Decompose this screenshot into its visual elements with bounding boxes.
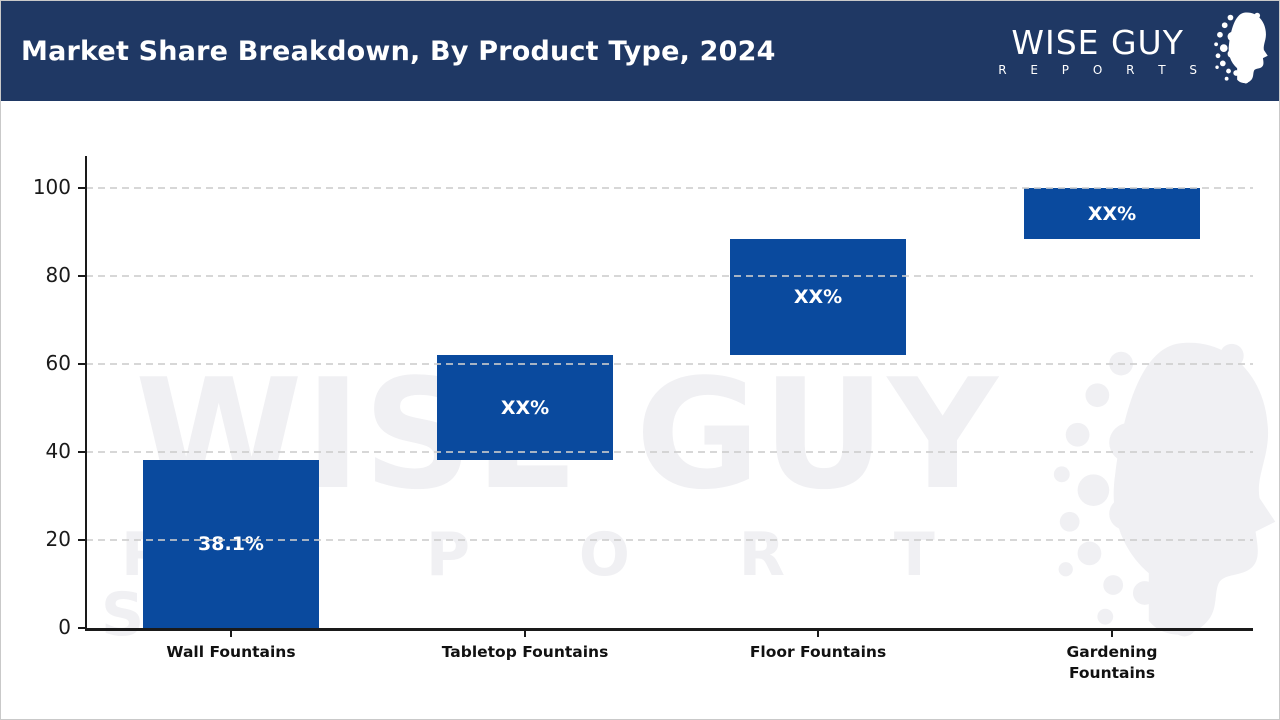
y-axis-tick-label: 60 [45, 351, 71, 375]
y-axis-tick-mark [78, 539, 86, 541]
gridline [86, 451, 1253, 453]
gridline [86, 275, 1253, 277]
head-dots-icon [1214, 12, 1268, 84]
x-axis-tick-mark [1111, 630, 1113, 637]
bar-4: XX% [1024, 188, 1200, 240]
logo-subtitle: R E P O R T S [998, 63, 1207, 77]
y-axis-tick-mark [78, 451, 86, 453]
y-axis-tick-label: 40 [45, 439, 71, 463]
y-axis-tick-label: 100 [32, 175, 71, 199]
x-axis-tick-mark [230, 630, 232, 637]
x-axis-category-label: Floor Fountains [749, 643, 887, 661]
x-axis-tick-mark [524, 630, 526, 637]
bar-2: XX% [437, 355, 613, 461]
bar-value-label: XX% [500, 396, 550, 419]
bar-value-label: 38.1% [198, 533, 264, 556]
wise-guy-reports-logo: WISE GUY R E P O R T S [988, 7, 1269, 95]
y-axis-tick-mark [78, 275, 86, 277]
plot-area: 0 20 40 60 80 100 38.1% Wall Fountains XX% Tablet… [1, 101, 1279, 719]
bar-value-label: XX% [1087, 202, 1137, 225]
y-axis-tick-mark [78, 627, 86, 629]
y-axis-tick-label: 0 [58, 615, 71, 639]
x-axis-tick-mark [817, 630, 819, 637]
gridline [86, 539, 1253, 541]
logo-wordmark: WISE GUY [1011, 23, 1184, 62]
page-title: Market Share Breakdown, By Product Type,… [21, 35, 776, 67]
bar-3: XX% [730, 239, 906, 356]
x-axis-category-label: Tabletop Fountains [441, 643, 609, 661]
y-axis-tick-mark [78, 187, 86, 189]
bar-value-label: XX% [793, 286, 843, 309]
y-axis-spine [85, 156, 87, 631]
header-band: Market Share Breakdown, By Product Type,… [1, 1, 1279, 101]
gridline [86, 187, 1253, 189]
x-axis-spine [85, 628, 1253, 631]
y-axis-tick-label: 80 [45, 263, 71, 287]
bar-1: 38.1% [143, 460, 319, 628]
x-axis-category-label: Gardening Fountains [1066, 643, 1158, 682]
gridline [86, 363, 1253, 365]
y-axis-tick-mark [78, 363, 86, 365]
y-axis-tick-label: 20 [45, 527, 71, 551]
x-axis-category-label: Wall Fountains [166, 643, 296, 661]
